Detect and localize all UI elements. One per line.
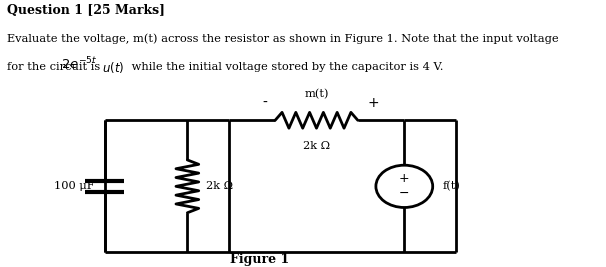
Text: −: −	[399, 187, 410, 200]
Text: -: -	[262, 96, 267, 110]
Text: 100 μF: 100 μF	[54, 181, 95, 191]
Text: while the initial voltage stored by the capacitor is 4 V.: while the initial voltage stored by the …	[128, 62, 444, 72]
Text: f(t): f(t)	[443, 181, 461, 191]
Text: 2k Ω: 2k Ω	[303, 142, 330, 151]
Text: for the circuit is: for the circuit is	[7, 62, 104, 72]
Text: m(t): m(t)	[304, 89, 328, 99]
Text: Evaluate the voltage, m(t) across the resistor as shown in Figure 1. Note that t: Evaluate the voltage, m(t) across the re…	[7, 33, 558, 44]
Text: Figure 1: Figure 1	[230, 253, 289, 266]
Text: Question 1 [25 Marks]: Question 1 [25 Marks]	[7, 4, 165, 17]
Text: $u(t)$: $u(t)$	[102, 60, 124, 75]
Text: +: +	[367, 96, 379, 110]
Text: 2k Ω: 2k Ω	[207, 181, 233, 191]
Text: +: +	[399, 172, 410, 185]
Text: $2e^{-5t}$: $2e^{-5t}$	[61, 56, 98, 72]
